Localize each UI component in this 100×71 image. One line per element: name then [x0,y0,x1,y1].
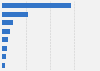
Bar [2,12,28,17]
Bar [2,54,6,59]
Bar [2,29,10,34]
Bar [2,20,13,25]
Bar [2,63,5,68]
Bar [2,3,71,8]
Bar [2,37,8,42]
Bar [2,46,7,51]
